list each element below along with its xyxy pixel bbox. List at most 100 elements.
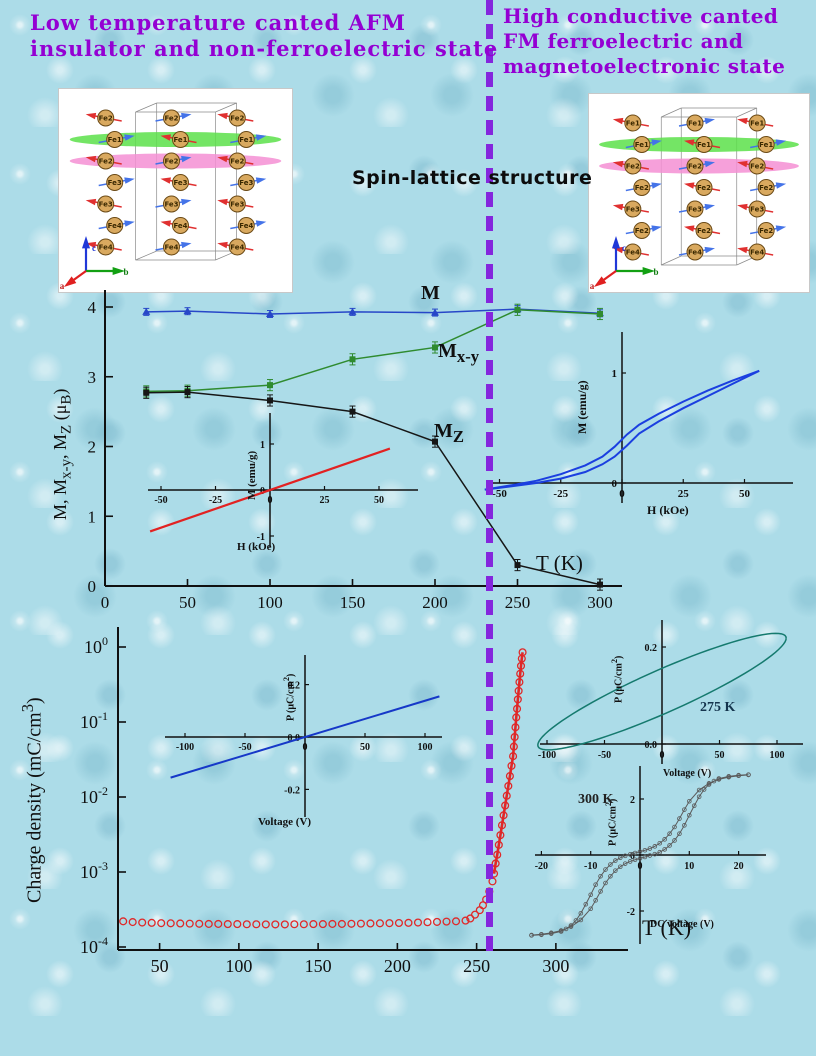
svg-text:Fe4: Fe4 (230, 244, 244, 252)
svg-text:1: 1 (612, 368, 618, 380)
svg-text:Fe1: Fe1 (759, 141, 773, 149)
pv-275k-x-axis-label: Voltage (V) (663, 768, 712, 779)
svg-text:200: 200 (422, 593, 448, 612)
svg-text:0: 0 (101, 593, 110, 612)
pv-275k-temperature-annotation: 275 K (700, 700, 736, 715)
svg-text:20: 20 (734, 861, 744, 872)
charge-density-chart: 50 100 150 200 250 300 100 10-1 10-2 10-3 10-4 (80, 627, 628, 976)
svg-text:-20: -20 (535, 861, 548, 872)
svg-text:4: 4 (88, 298, 97, 317)
svg-text:Fe2: Fe2 (759, 227, 773, 235)
mh-loop-low-temp-inset-chart: -50 -25 0 25 50-101 (148, 413, 418, 547)
svg-text:Fe4: Fe4 (688, 249, 702, 257)
svg-text:0: 0 (638, 861, 643, 872)
svg-text:a: a (590, 281, 595, 291)
svg-text:0.2: 0.2 (288, 681, 301, 692)
svg-text:100: 100 (418, 742, 433, 753)
mh-low-y-axis-label: M (emu/g) (246, 450, 258, 500)
svg-text:25: 25 (320, 495, 330, 506)
svg-text:Fe1: Fe1 (626, 120, 640, 128)
curve-label-Mz: MZ (434, 420, 465, 446)
mh-loop-high-temp-inset-chart: -50 -25 0 25 50 0 1 (484, 332, 793, 503)
svg-text:Fe1: Fe1 (697, 141, 711, 149)
svg-text:Fe1: Fe1 (688, 120, 702, 128)
pv-double-loop-300k-inset-chart: -20 -10 0 10 20-202 (529, 766, 766, 944)
svg-text:Fe2: Fe2 (230, 115, 244, 123)
svg-text:Fe2: Fe2 (230, 158, 244, 166)
svg-text:50: 50 (179, 593, 196, 612)
svg-text:Fe1: Fe1 (635, 141, 649, 149)
svg-text:Fe3: Fe3 (164, 201, 178, 209)
svg-text:Fe2: Fe2 (635, 227, 649, 235)
svg-text:300: 300 (542, 956, 569, 976)
svg-text:c: c (622, 243, 626, 253)
svg-text:Fe1: Fe1 (173, 136, 187, 144)
svg-text:100: 100 (770, 750, 785, 761)
mh-high-x-axis-label: H (kOe) (647, 503, 689, 517)
svg-text:0: 0 (619, 488, 625, 500)
phase-divider (486, 0, 493, 958)
svg-text:10-4: 10-4 (80, 934, 108, 957)
svg-text:-50: -50 (154, 495, 167, 506)
svg-text:250: 250 (463, 956, 490, 976)
svg-text:Fe3: Fe3 (108, 179, 122, 187)
svg-text:-50: -50 (238, 742, 251, 753)
svg-text:Fe4: Fe4 (173, 222, 187, 230)
svg-text:Fe4: Fe4 (239, 222, 253, 230)
svg-text:Fe2: Fe2 (164, 158, 178, 166)
svg-text:Fe4: Fe4 (750, 249, 764, 257)
svg-text:50: 50 (715, 750, 725, 761)
right-phase-title-line1: High conductive canted (503, 4, 779, 28)
svg-text:150: 150 (340, 593, 366, 612)
svg-text:Fe2: Fe2 (164, 115, 178, 123)
svg-text:Fe3: Fe3 (626, 206, 640, 214)
svg-text:-25: -25 (209, 495, 222, 506)
svg-text:0: 0 (268, 495, 273, 506)
svg-text:0: 0 (303, 742, 308, 753)
svg-text:-25: -25 (553, 488, 568, 500)
svg-text:Fe1: Fe1 (108, 136, 122, 144)
pv-low-x-axis-label: Voltage (V) (258, 816, 312, 828)
svg-text:-10: -10 (584, 861, 597, 872)
svg-text:Fe2: Fe2 (750, 163, 764, 171)
svg-text:-100: -100 (176, 742, 194, 753)
svg-text:-50: -50 (492, 488, 507, 500)
pv-275k-y-axis-label: P (μC/cm2) (610, 655, 625, 703)
svg-text:a: a (60, 281, 65, 291)
svg-text:Fe3: Fe3 (750, 206, 764, 214)
svg-text:0: 0 (88, 577, 97, 596)
mh-low-x-axis-label: H (kOe) (237, 541, 276, 553)
svg-text:100: 100 (84, 634, 108, 657)
pv-300k-temperature-annotation: 300 K (578, 792, 614, 807)
svg-text:Fe2: Fe2 (697, 184, 711, 192)
svg-text:300: 300 (587, 593, 613, 612)
svg-text:-1: -1 (257, 532, 265, 543)
svg-text:b: b (123, 267, 128, 277)
svg-text:Fe4: Fe4 (99, 244, 113, 252)
magnetization-y-axis-label: M, Mx-y, MZ (μB) (50, 388, 75, 520)
right-phase-title-line2: FM ferroelectric and (503, 29, 744, 53)
svg-text:250: 250 (505, 593, 531, 612)
svg-text:100: 100 (225, 956, 252, 976)
svg-text:50: 50 (739, 488, 751, 500)
svg-text:2: 2 (630, 795, 635, 806)
mh-high-y-axis-label: M (emu/g) (575, 380, 589, 434)
curve-label-M: M (421, 282, 440, 304)
svg-text:Fe4: Fe4 (626, 249, 640, 257)
svg-text:Fe2: Fe2 (635, 184, 649, 192)
svg-text:Fe2: Fe2 (626, 163, 640, 171)
svg-text:25: 25 (678, 488, 690, 500)
svg-text:1: 1 (88, 507, 97, 526)
svg-text:Fe1: Fe1 (750, 120, 764, 128)
svg-text:0: 0 (612, 478, 618, 490)
svg-text:150: 150 (305, 956, 332, 976)
svg-text:Fe3: Fe3 (173, 179, 187, 187)
svg-text:Fe3: Fe3 (239, 179, 253, 187)
svg-text:10-1: 10-1 (80, 709, 108, 732)
svg-text:50: 50 (374, 495, 384, 506)
svg-text:3: 3 (88, 368, 97, 387)
magnetization-x-axis-label: T (K) (536, 551, 583, 575)
svg-text:-2: -2 (627, 907, 635, 918)
curve-label-Mxy: Mx-y (438, 340, 480, 366)
svg-text:Fe2: Fe2 (99, 158, 113, 166)
